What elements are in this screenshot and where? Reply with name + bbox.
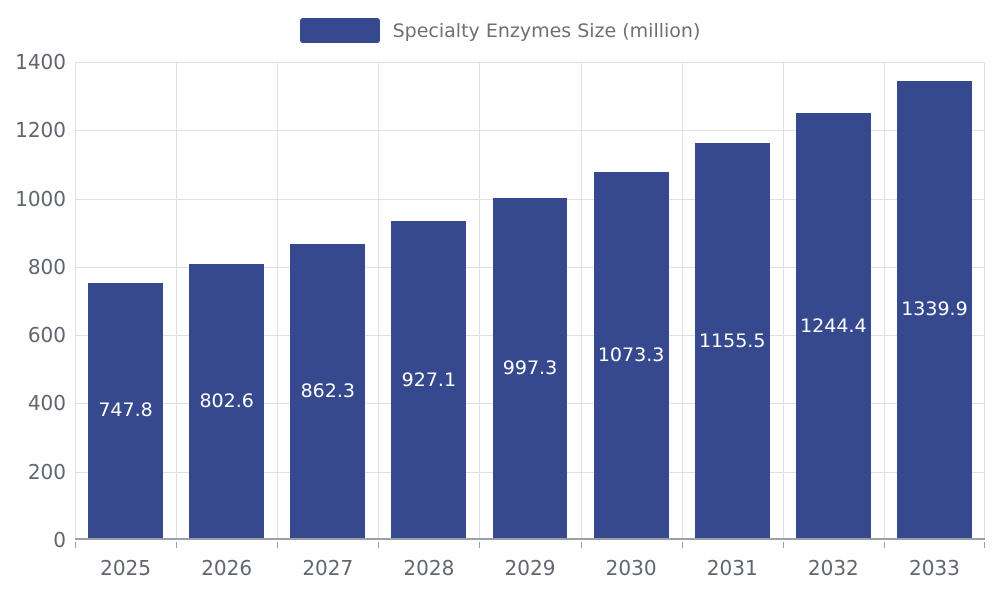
v-gridline [580, 62, 582, 538]
y-axis: 0 200 400 600 800 1000 1200 1400 [0, 50, 66, 552]
bar-value-label: 997.3 [502, 356, 558, 379]
bar-value-label: 862.3 [300, 379, 355, 402]
bar-value-label: 802.6 [199, 389, 254, 412]
bar-value-label: 1073.3 [597, 343, 665, 366]
legend[interactable]: Specialty Enzymes Size (million) [0, 18, 1000, 43]
x-axis-tick [75, 542, 76, 548]
bar-2032[interactable]: 1244.4 [795, 113, 871, 538]
y-tick-label: 800 [27, 254, 66, 279]
x-tick-label-2031: 2031 [706, 556, 758, 580]
x-tick-label-2033: 2033 [908, 556, 960, 580]
y-tick-label: 1000 [15, 186, 66, 211]
y-tick-label: 0 [53, 528, 66, 552]
x-tick-label-2032: 2032 [807, 556, 859, 580]
y-tick-label: 1200 [15, 118, 66, 143]
v-gridline [378, 62, 380, 538]
v-gridline [479, 62, 481, 538]
bar-value-label: 1244.4 [800, 314, 867, 337]
x-axis-tick [580, 542, 582, 548]
x-axis: 2025 2026 2027 2028 2029 2030 2031 2032 2033 [75, 542, 985, 598]
bar-2026[interactable]: 802.6 [189, 263, 265, 538]
y-tick-label: 1400 [15, 50, 66, 74]
bar-value-label: 1155.5 [698, 329, 766, 352]
x-tick-label-2028: 2028 [403, 556, 455, 580]
v-gridline [782, 62, 784, 538]
bar-value-label: 747.8 [98, 399, 153, 422]
bar-2029[interactable]: 997.3 [492, 197, 568, 538]
x-axis-tick [479, 542, 481, 548]
legend-swatch [299, 18, 380, 43]
bar-value-label: 927.1 [401, 368, 457, 391]
v-gridline [277, 62, 279, 538]
x-axis-tick [378, 542, 380, 548]
x-tick-label-2030: 2030 [605, 556, 657, 580]
h-gridline [75, 130, 985, 132]
v-gridline [75, 62, 76, 538]
bar-value-label: 1339.9 [901, 298, 968, 321]
bar-2030[interactable]: 1073.3 [593, 171, 669, 538]
bar-2033[interactable]: 1339.9 [897, 80, 972, 538]
h-gridline [75, 62, 985, 63]
x-axis-tick [782, 542, 784, 548]
y-tick-label: 200 [27, 459, 66, 484]
v-gridline [176, 62, 178, 538]
v-gridline [883, 62, 885, 538]
y-tick-label: 600 [27, 323, 66, 348]
bar-2025[interactable]: 747.8 [88, 282, 163, 538]
x-axis-tick [883, 542, 885, 548]
plot-area: 747.8 802.6 862.3 927.1 997.3 1073.3 1155.5 124… [75, 62, 985, 540]
bar-2031[interactable]: 1155.5 [694, 143, 770, 538]
v-gridline [681, 62, 683, 538]
bar-2028[interactable]: 927.1 [391, 221, 467, 538]
bar-2027[interactable]: 862.3 [290, 243, 366, 538]
x-axis-tick [176, 542, 178, 548]
x-tick-label-2029: 2029 [504, 556, 556, 580]
x-axis-tick [984, 542, 985, 548]
x-axis-tick [277, 542, 279, 548]
x-tick-label-2026: 2026 [201, 556, 253, 580]
y-tick-label: 400 [27, 391, 66, 416]
x-tick-label-2027: 2027 [302, 556, 354, 580]
x-axis-tick [681, 542, 683, 548]
x-tick-label-2025: 2025 [100, 556, 151, 580]
legend-label: Specialty Enzymes Size (million) [392, 19, 701, 42]
v-gridline [984, 62, 985, 538]
